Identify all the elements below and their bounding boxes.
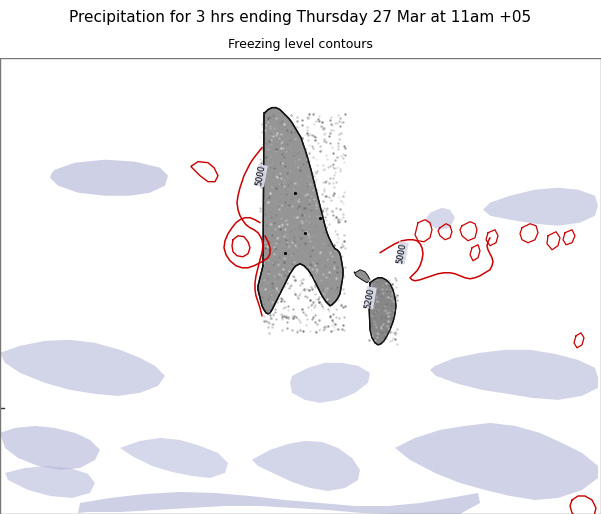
Polygon shape — [5, 466, 95, 498]
Text: Precipitation for 3 hrs ending Thursday 27 Mar at 11am +05: Precipitation for 3 hrs ending Thursday … — [70, 10, 531, 25]
Text: 5200: 5200 — [364, 287, 376, 309]
Polygon shape — [425, 208, 455, 230]
Polygon shape — [258, 107, 343, 314]
Polygon shape — [354, 270, 370, 283]
Polygon shape — [252, 441, 360, 491]
Polygon shape — [50, 160, 168, 196]
Polygon shape — [483, 188, 598, 226]
Polygon shape — [430, 350, 598, 400]
Text: Freezing level contours: Freezing level contours — [228, 39, 373, 51]
Polygon shape — [395, 423, 598, 500]
Polygon shape — [78, 492, 480, 514]
Polygon shape — [290, 363, 370, 403]
Polygon shape — [369, 278, 396, 345]
Polygon shape — [0, 426, 100, 470]
Polygon shape — [120, 438, 228, 478]
Text: 5000: 5000 — [395, 242, 408, 264]
Text: 5000: 5000 — [255, 164, 267, 187]
Polygon shape — [0, 340, 165, 396]
